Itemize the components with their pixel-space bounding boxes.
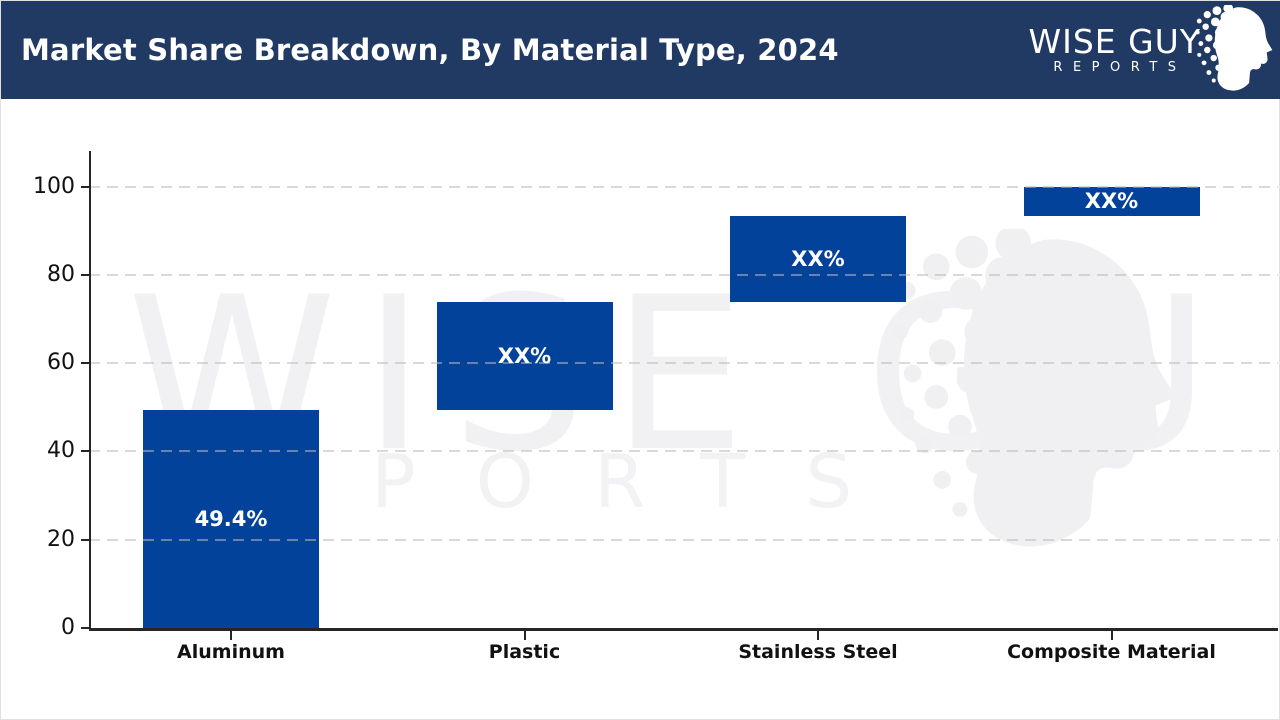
y-tick-label-100: 100: [33, 173, 75, 199]
bar-value-label: XX%: [791, 246, 845, 271]
y-tick-mark-80: [81, 273, 89, 276]
y-tick-label-20: 20: [47, 526, 75, 552]
y-tick-mark-40: [81, 450, 89, 453]
bar-value-label: 49.4%: [194, 506, 268, 531]
x-tick-mark-3: [817, 631, 819, 640]
logo-text: WISE GUY REPORTS: [1028, 21, 1201, 75]
y-tick-label-0: 0: [61, 615, 75, 640]
x-axis-line: [89, 628, 1278, 631]
gridline-80: [89, 273, 1278, 276]
header-bar: Market Share Breakdown, By Material Type…: [1, 1, 1280, 99]
chart-title: Market Share Breakdown, By Material Type…: [21, 33, 839, 67]
gridline-100: [89, 185, 1278, 188]
x-tick-mark-2: [523, 631, 526, 640]
bar-stainless-steel: [730, 215, 906, 303]
y-axis-spine: [89, 151, 91, 631]
y-tick-label-60: 60: [47, 350, 75, 376]
gridline-40: [89, 450, 1278, 453]
y-tick-mark-60: [81, 362, 89, 365]
x-tick-mark-4: [1110, 631, 1113, 640]
x-category-label: Stainless Steel: [738, 641, 898, 663]
wise-guy-reports-logo: WISE GUY REPORTS: [1028, 5, 1279, 95]
gridline-60: [89, 362, 1278, 365]
bar-value-label: XX%: [1084, 189, 1139, 214]
y-tick-mark-0: [81, 627, 89, 629]
y-tick-mark-100: [81, 185, 89, 188]
x-category-label: Composite Material: [1007, 641, 1216, 663]
x-tick-mark-1: [230, 631, 232, 640]
bar-aluminum: [143, 409, 319, 628]
x-category-label: Plastic: [488, 641, 561, 663]
bar-composite-material: [1023, 186, 1200, 216]
x-category-label: Aluminum: [177, 641, 285, 663]
gridline-20: [89, 538, 1278, 541]
logo-subtitle: REPORTS: [1053, 59, 1187, 75]
logo-face-icon: [1195, 5, 1273, 91]
bar-plastic: [436, 302, 613, 410]
logo-wordmark: WISE GUY: [1028, 21, 1201, 61]
y-tick-label-40: 40: [47, 438, 75, 464]
y-tick-label-80: 80: [47, 261, 75, 287]
watermark-face-logo: [893, 229, 1177, 547]
y-tick-mark-20: [81, 538, 89, 541]
bar-value-label: XX%: [497, 344, 552, 369]
